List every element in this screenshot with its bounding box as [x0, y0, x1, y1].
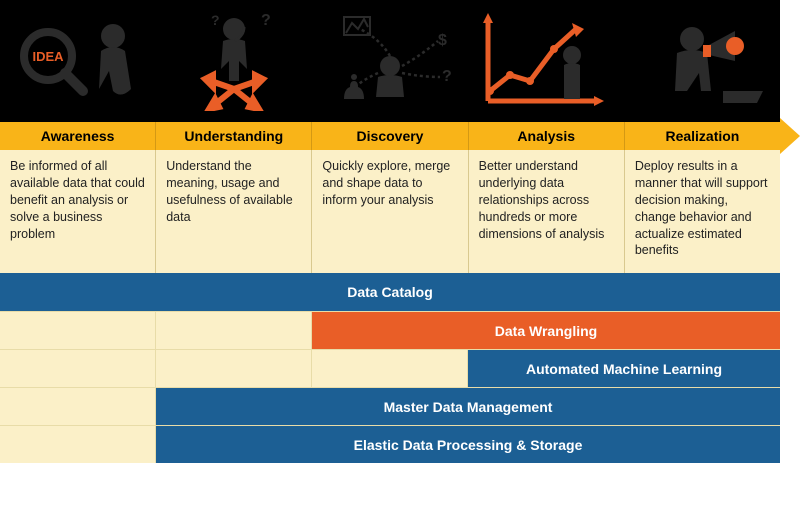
growth-chart-icon [468, 0, 624, 122]
stage-label: Discovery [312, 122, 468, 150]
thinking-arrows-icon: ? ? [156, 0, 312, 122]
stage-label: Awareness [0, 122, 156, 150]
idea-search-icon: IDEA [0, 0, 156, 122]
stage-label: Analysis [469, 122, 625, 150]
capability-bar: Data Catalog [0, 273, 780, 311]
stage-description: Quickly explore, merge and shape data to… [312, 150, 468, 273]
grid-cell [0, 388, 156, 425]
stage-arrow-body: AwarenessUnderstandingDiscoveryAnalysisR… [0, 122, 780, 150]
grid-cell [0, 350, 156, 387]
svg-text:?: ? [261, 12, 271, 29]
capability-row: Master Data Management [0, 387, 780, 425]
data-journey-diagram: IDEA ? ? [0, 0, 800, 463]
capability-bar: Master Data Management [156, 388, 780, 425]
capability-bars: Data CatalogData WranglingAutomated Mach… [0, 273, 780, 463]
capability-row: Data Wrangling [0, 311, 780, 349]
stage-description: Be informed of all available data that c… [0, 150, 156, 273]
capability-row: Elastic Data Processing & Storage [0, 425, 780, 463]
capability-row: Data Catalog [0, 273, 780, 311]
stage-description: Better understand underlying data relati… [469, 150, 625, 273]
megaphone-icon [624, 0, 780, 122]
stage-arrow: AwarenessUnderstandingDiscoveryAnalysisR… [0, 122, 800, 150]
stage-description: Understand the meaning, usage and useful… [156, 150, 312, 273]
grid-cell [0, 426, 156, 463]
svg-text:?: ? [211, 12, 220, 28]
grid-cell [156, 312, 312, 349]
capability-bar: Automated Machine Learning [468, 350, 780, 387]
grid-cell [312, 350, 468, 387]
svg-text:$: $ [438, 32, 447, 49]
svg-text:IDEA: IDEA [32, 49, 64, 64]
stage-label: Realization [625, 122, 780, 150]
stage-descriptions: Be informed of all available data that c… [0, 150, 780, 273]
stage-arrow-head [780, 118, 800, 154]
capability-bar: Elastic Data Processing & Storage [156, 426, 780, 463]
icon-band: IDEA ? ? [0, 0, 780, 122]
grid-cell [0, 312, 156, 349]
capability-row: Automated Machine Learning [0, 349, 780, 387]
grid-cell [156, 350, 312, 387]
network-insights-icon: $ ? [312, 0, 468, 122]
stage-description: Deploy results in a manner that will sup… [625, 150, 780, 273]
capability-bar: Data Wrangling [312, 312, 780, 349]
stage-label: Understanding [156, 122, 312, 150]
svg-text:?: ? [442, 68, 452, 85]
